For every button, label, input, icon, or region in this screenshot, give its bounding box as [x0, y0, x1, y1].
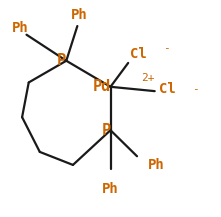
Text: -: -: [192, 84, 199, 94]
Text: Ph: Ph: [148, 158, 165, 172]
Text: Cl: Cl: [159, 82, 176, 96]
Text: Ph: Ph: [71, 8, 88, 22]
Text: Pd: Pd: [92, 79, 110, 94]
Text: P: P: [57, 53, 66, 68]
Text: P: P: [101, 123, 110, 138]
Text: 2+: 2+: [141, 73, 155, 83]
Text: Cl: Cl: [130, 47, 147, 61]
Text: Ph: Ph: [102, 182, 119, 196]
Text: -: -: [164, 43, 170, 53]
Text: Ph: Ph: [11, 21, 28, 35]
